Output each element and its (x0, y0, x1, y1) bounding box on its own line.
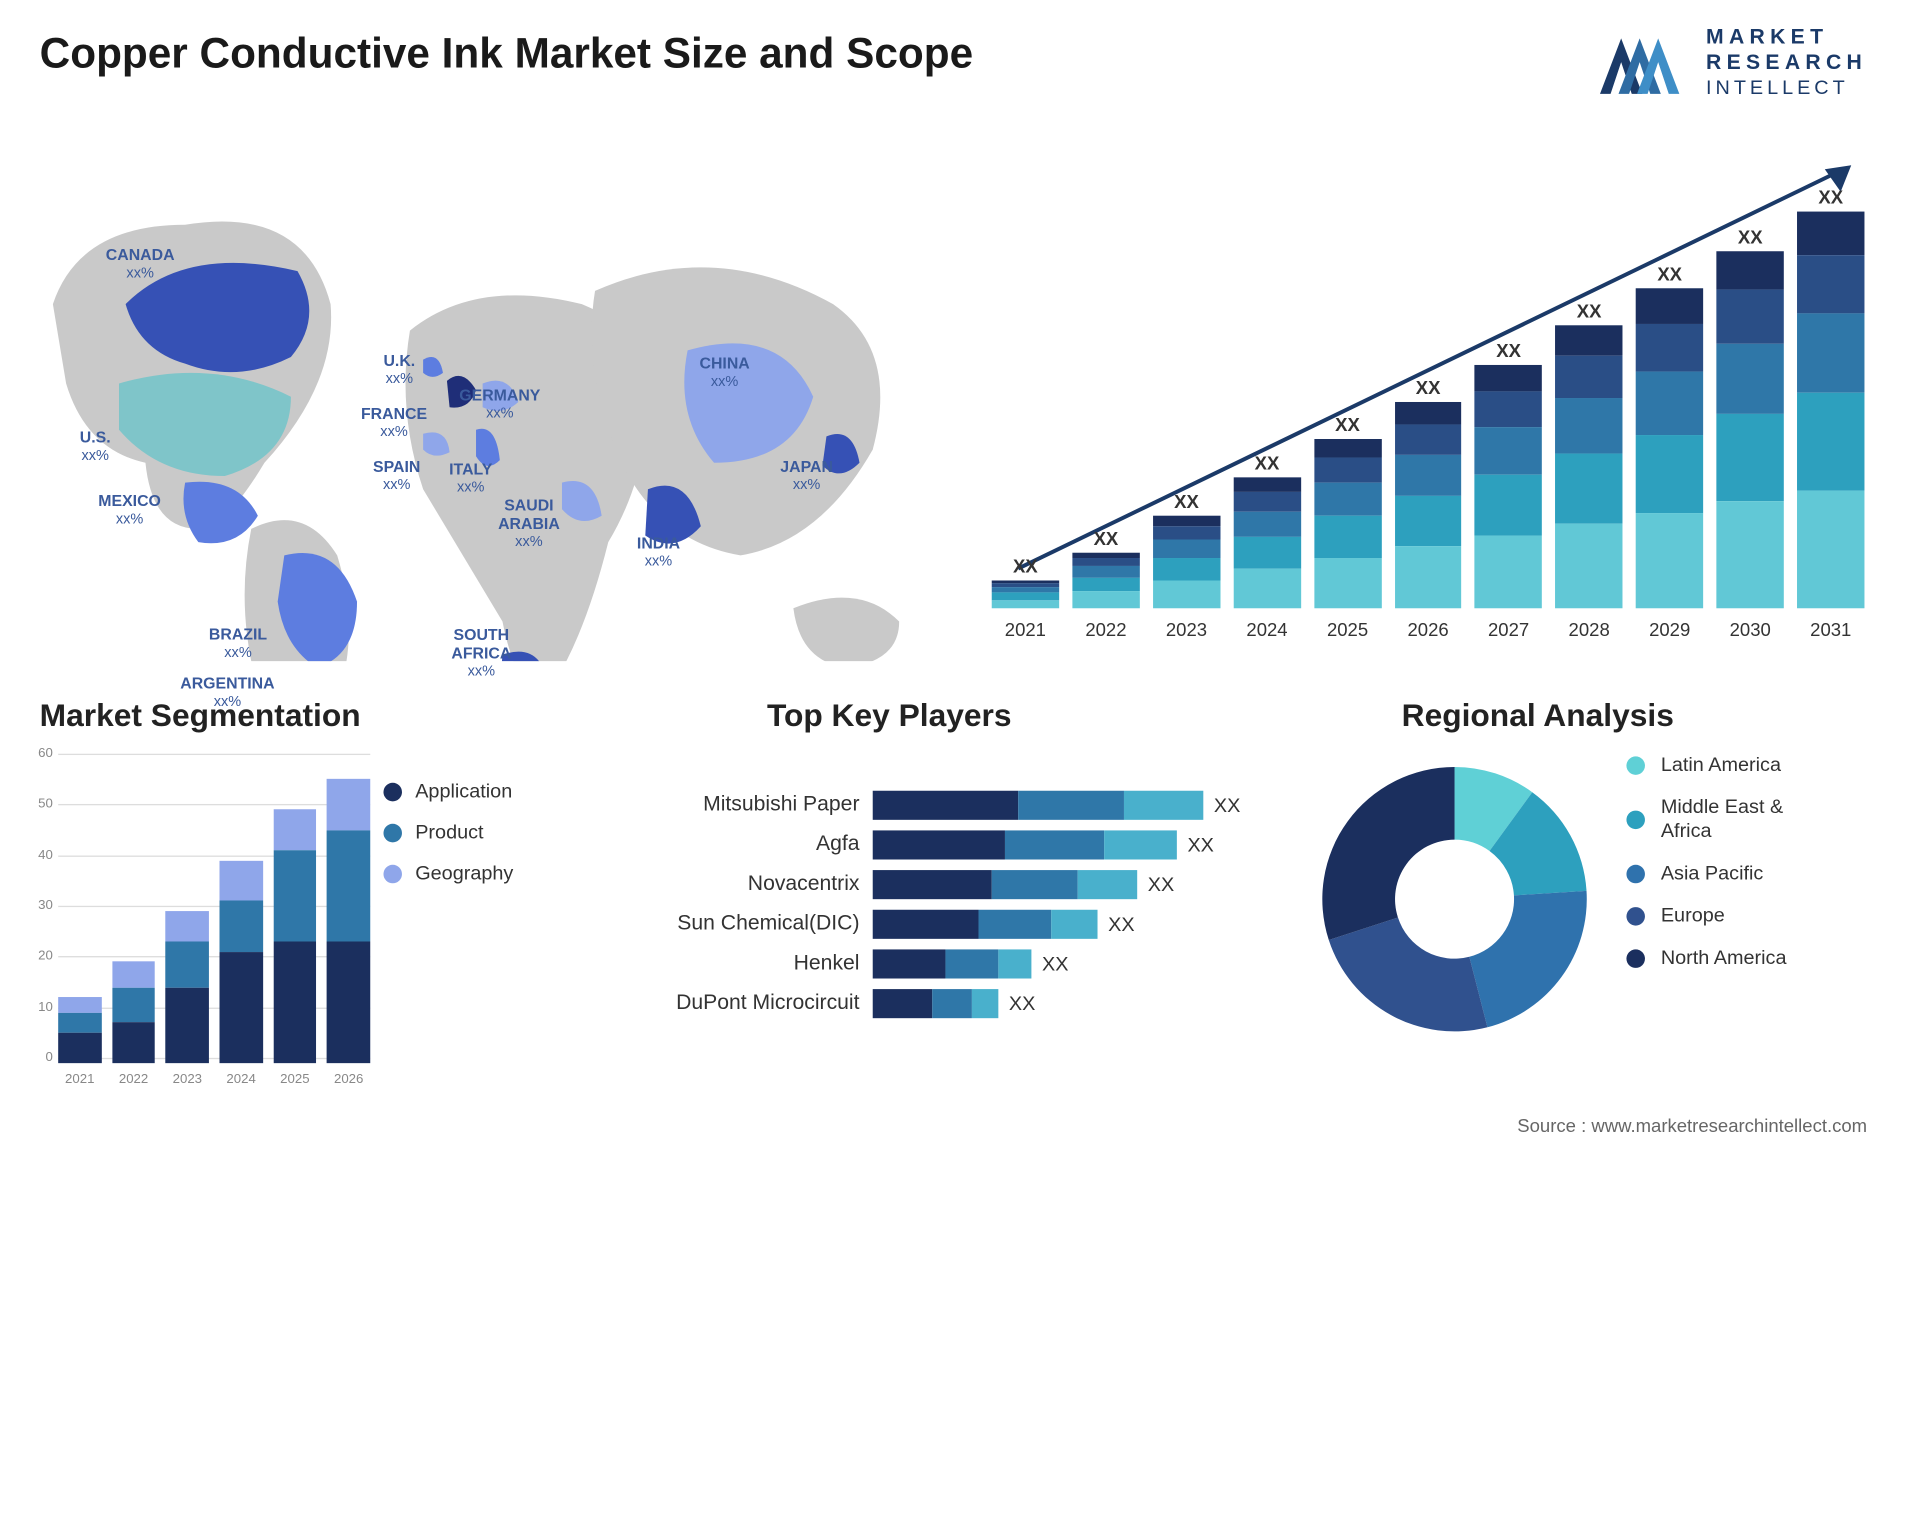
regional-chart: Latin America Middle East &Africa Asia Pac… (1296, 701, 1878, 1071)
growth-year: 2021 (992, 619, 1059, 640)
segmentation-bar (220, 860, 263, 1063)
keyplayer-row: Mitsubishi PaperXX (661, 791, 1256, 820)
growth-year: 2029 (1636, 619, 1703, 640)
map-label: SAUDIARABIAxx% (498, 497, 560, 550)
growth-bar: XX (1153, 491, 1220, 609)
legend-item: Application (383, 780, 581, 802)
growth-bar: XX (1636, 264, 1703, 609)
legend-item: Product (383, 821, 581, 843)
segmentation-year: 2023 (166, 1072, 209, 1087)
donut-icon (1309, 754, 1600, 1045)
growth-bar: XX (1797, 186, 1864, 608)
logo-line2: RESEARCH (1706, 52, 1867, 76)
segmentation-year: 2026 (327, 1072, 370, 1087)
map-label: SPAINxx% (373, 459, 420, 494)
map-label: CANADAxx% (106, 247, 175, 282)
segmentation-title: Market Segmentation (40, 698, 361, 735)
growth-year: 2024 (1233, 619, 1300, 640)
legend-item: Latin America (1626, 754, 1877, 778)
map-label: CHINAxx% (700, 355, 750, 390)
growth-bar: XX (1717, 226, 1784, 609)
legend-item: Geography (383, 862, 581, 884)
legend-item: Europe (1626, 904, 1877, 928)
growth-year: 2023 (1153, 619, 1220, 640)
map-label: GERMANYxx% (459, 387, 540, 422)
growth-chart: XXXXXXXXXXXXXXXXXXXXXX 20212022202320242… (979, 119, 1878, 648)
growth-bar: XX (1394, 377, 1461, 608)
map-label: U.K.xx% (383, 353, 415, 388)
growth-year: 2022 (1072, 619, 1139, 640)
growth-year: 2031 (1797, 619, 1864, 640)
keyplayer-row: AgfaXX (661, 830, 1256, 859)
brand-logo: MARKET RESEARCH INTELLECT (1598, 26, 1867, 99)
map-label: INDIAxx% (637, 535, 680, 570)
growth-bar: XX (1475, 339, 1542, 608)
segmentation-bar (327, 779, 370, 1063)
keyplayer-row: HenkelXX (661, 949, 1256, 978)
keyplayers-title: Top Key Players (767, 698, 1012, 735)
segmentation-bar (58, 997, 101, 1063)
map-label: ITALYxx% (449, 461, 492, 496)
keyplayer-row: NovacentrixXX (661, 870, 1256, 899)
keyplayer-row: DuPont MicrocircuitXX (661, 989, 1256, 1018)
growth-bar: XX (1233, 453, 1300, 608)
growth-year: 2027 (1475, 619, 1542, 640)
map-label: SOUTHAFRICAxx% (451, 627, 511, 680)
map-label: FRANCExx% (361, 406, 427, 441)
growth-bar: XX (1314, 414, 1381, 609)
growth-bar: XX (992, 555, 1059, 608)
segmentation-bar (166, 911, 209, 1063)
map-label: U.S.xx% (80, 429, 111, 464)
growth-bar: XX (1555, 300, 1622, 608)
segmentation-bar (112, 962, 155, 1063)
segmentation-year: 2021 (58, 1072, 101, 1087)
segmentation-year: 2025 (273, 1072, 316, 1087)
logo-line1: MARKET (1706, 26, 1867, 50)
segmentation-chart: 0102030405060 202120222023202420252026 A… (26, 740, 581, 1097)
growth-year: 2026 (1394, 619, 1461, 640)
source-text: Source : www.marketresearchintellect.com (1517, 1115, 1867, 1136)
growth-year: 2030 (1717, 619, 1784, 640)
map-label: BRAZILxx% (209, 626, 267, 661)
world-map: CANADAxx%U.S.xx%MEXICOxx%BRAZILxx%ARGENT… (26, 119, 952, 661)
page-title: Copper Conductive Ink Market Size and Sc… (40, 29, 973, 78)
logo-icon (1598, 27, 1691, 98)
segmentation-bar (273, 810, 316, 1063)
segmentation-legend: Application Product Geography (383, 780, 581, 903)
logo-line3: INTELLECT (1706, 77, 1867, 99)
donut-slice (1322, 767, 1454, 940)
logo-text: MARKET RESEARCH INTELLECT (1706, 26, 1867, 99)
regional-legend: Latin America Middle East &Africa Asia Pac… (1626, 754, 1877, 989)
legend-item: North America (1626, 947, 1877, 971)
map-label: JAPANxx% (780, 459, 833, 494)
donut-slice (1329, 918, 1488, 1032)
growth-bar: XX (1072, 527, 1139, 608)
legend-item: Middle East &Africa (1626, 796, 1877, 844)
growth-year: 2028 (1555, 619, 1622, 640)
keyplayer-row: Sun Chemical(DIC)XX (661, 910, 1256, 939)
segmentation-year: 2024 (220, 1072, 263, 1087)
keyplayers-chart: Mitsubishi PaperXX AgfaXX NovacentrixXX Sun… (661, 740, 1256, 1097)
segmentation-year: 2022 (112, 1072, 155, 1087)
donut-slice (1469, 891, 1586, 1027)
map-label: MEXICOxx% (98, 493, 161, 528)
legend-item: Asia Pacific (1626, 862, 1877, 886)
growth-year: 2025 (1314, 619, 1381, 640)
